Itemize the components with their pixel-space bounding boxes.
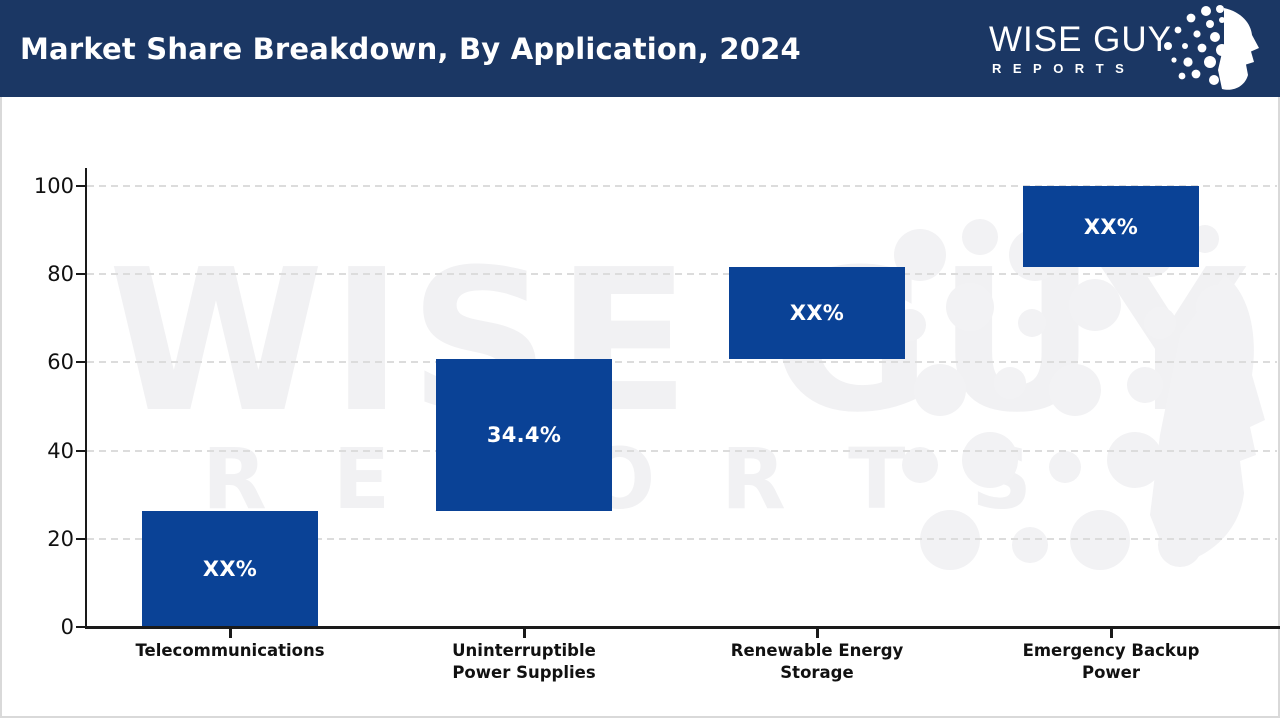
bar-value-label: 34.4%: [486, 423, 562, 448]
header-bar: Market Share Breakdown, By Application, …: [0, 0, 1280, 97]
y-axis-line: [85, 168, 87, 629]
bar-renewable-energy-storage: XX%: [729, 267, 905, 360]
category-label-line: Uninterruptible: [452, 641, 596, 660]
x-axis-tick-mark: [228, 629, 232, 638]
category-label: Renewable Energy Storage: [677, 640, 957, 683]
wise-guy-reports-logo: WISE GUY REPORTS: [989, 4, 1262, 94]
gridline-40: [87, 449, 1277, 452]
x-axis-tick-mark: [815, 629, 819, 638]
y-axis-tick-mark: [76, 273, 85, 276]
y-axis-tick-label: 40: [47, 438, 74, 463]
category-label-line: Storage: [780, 662, 854, 682]
category-label: Telecommunications: [90, 640, 370, 662]
x-axis-line: [85, 626, 1280, 629]
logo-reports-text: REPORTS: [991, 60, 1136, 76]
gridline-80: [87, 273, 1277, 276]
category-label: Emergency Backup Power: [971, 640, 1251, 683]
y-axis-tick-label: 0: [60, 615, 74, 639]
frame-left-border: [0, 97, 2, 717]
y-axis-tick-label: 60: [47, 350, 74, 375]
category-label-line: Renewable Energy: [730, 641, 904, 660]
y-axis-tick-mark: [76, 626, 85, 628]
x-axis-tick-mark: [1109, 629, 1113, 638]
y-axis-tick-label: 20: [47, 526, 74, 551]
y-axis-tick-label: 80: [47, 262, 74, 287]
gridline-100: [87, 185, 1277, 187]
y-axis-tick-mark: [76, 449, 85, 452]
category-label: Uninterruptible Power Supplies: [384, 640, 664, 683]
category-label-line: Power Supplies: [452, 662, 596, 682]
category-label-line: Power: [1082, 662, 1140, 682]
logo-text: WISE GUY REPORTS: [988, 19, 1172, 76]
logo-head-icon: [1164, 4, 1259, 90]
category-label-line: Emergency Backup: [1022, 641, 1200, 660]
y-axis-tick-label: 100: [33, 174, 74, 198]
frame-right-border: [1278, 97, 1280, 717]
bar-emergency-backup-power: XX%: [1023, 186, 1199, 268]
page-title: Market Share Breakdown, By Application, …: [20, 31, 801, 66]
bar-value-label: XX%: [1083, 214, 1139, 239]
bar-value-label: XX%: [202, 557, 258, 581]
y-axis-tick-mark: [76, 361, 85, 364]
y-axis-tick-mark: [76, 537, 85, 540]
category-label-line: Telecommunications: [135, 641, 325, 660]
bar-uninterruptible-power-supplies: 34.4%: [436, 359, 612, 512]
x-axis-tick-mark: [522, 629, 526, 638]
frame-bottom-border: [0, 716, 1280, 718]
watermark-wiseguy-text: WISE GUY: [108, 228, 1251, 456]
bar-telecommunications: XX%: [142, 511, 318, 627]
bar-value-label: XX%: [789, 301, 845, 326]
gridline-60: [87, 361, 1277, 364]
y-axis-tick-mark: [76, 185, 85, 187]
gridline-20: [87, 537, 1277, 540]
logo-wiseguy-text: WISE GUY: [988, 19, 1172, 59]
